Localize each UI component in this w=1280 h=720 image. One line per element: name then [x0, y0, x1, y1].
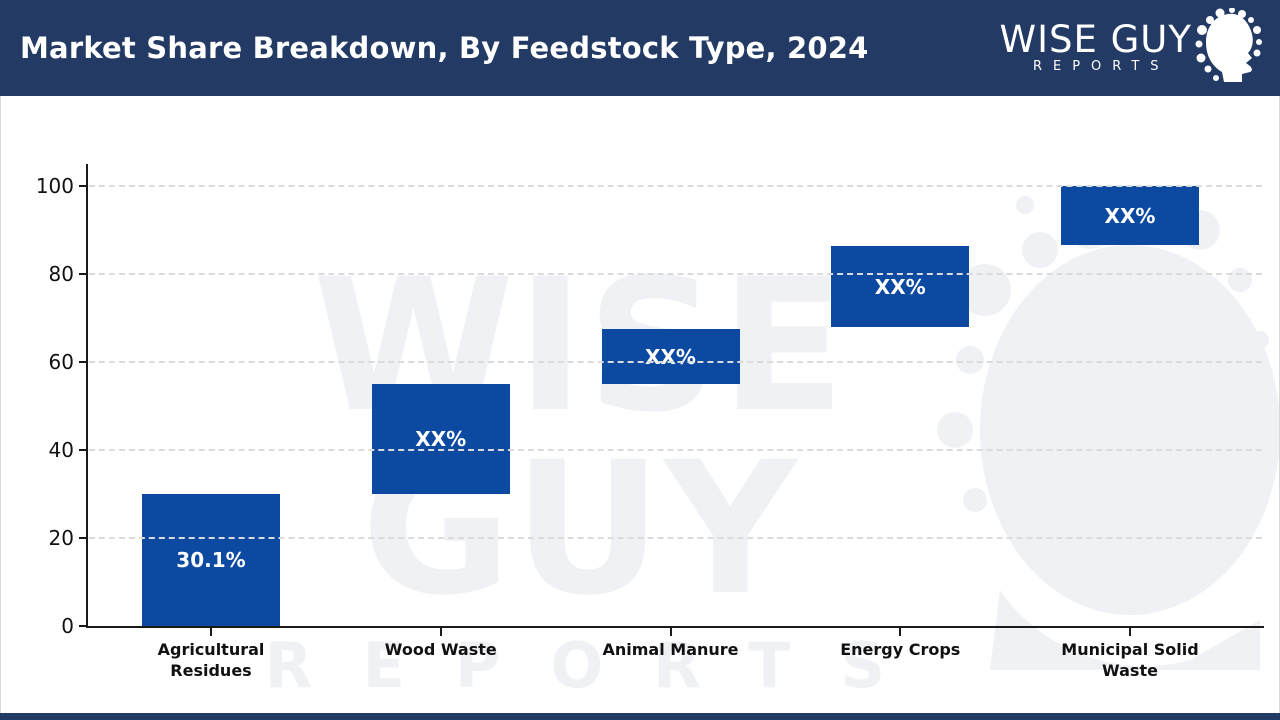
y-tick-mark	[79, 273, 87, 275]
y-tick-mark	[79, 361, 87, 363]
y-tick-label: 40	[48, 438, 74, 462]
x-axis	[86, 626, 1264, 628]
logo-reports: REPORTS	[1032, 59, 1170, 75]
y-tick-label: 20	[48, 526, 74, 550]
bar-value-label: XX%	[645, 344, 696, 369]
y-tick-mark	[79, 537, 87, 539]
gridline	[89, 537, 1262, 539]
x-tick-mark	[210, 628, 212, 636]
bar-value-label: XX%	[874, 274, 926, 299]
bar-energy-crops: XX%	[831, 246, 970, 327]
bar-wood-waste: XX%	[371, 384, 510, 494]
x-tick-mark	[1129, 628, 1131, 636]
bar-value-label: 30.1%	[176, 547, 246, 572]
x-tick-mark	[439, 628, 442, 636]
x-tick-label: Wood Waste	[384, 640, 497, 659]
gridline	[89, 361, 1262, 363]
gridline	[89, 273, 1262, 275]
x-tick-mark	[899, 628, 902, 636]
y-tick-label: 80	[48, 262, 74, 286]
wise-guy-logo: WISE GUY REPORTS	[1000, 6, 1266, 90]
y-tick-mark	[79, 185, 87, 187]
y-tick-label: 100	[35, 174, 74, 198]
y-axis	[86, 164, 88, 628]
y-tick-label: 0	[61, 614, 74, 638]
y-tick-mark	[79, 449, 87, 451]
bar-agricultural-residues: 30.1%	[142, 493, 280, 626]
footer-bar	[0, 713, 1280, 720]
x-tick-label: Agricultural Residues	[157, 640, 265, 680]
bar-value-label: XX%	[415, 426, 467, 451]
page-title: Market Share Breakdown, By Feedstock Typ…	[20, 31, 869, 65]
x-tick-label: Animal Manure	[602, 640, 739, 659]
x-tick-label: Energy Crops	[840, 640, 961, 659]
bar-animal-manure: XX%	[601, 329, 740, 384]
bar-municipal-solid-waste: XX%	[1061, 186, 1199, 246]
y-tick-mark	[79, 625, 87, 627]
header: Market Share Breakdown, By Feedstock Typ…	[0, 0, 1280, 96]
x-tick-mark	[669, 628, 672, 636]
logo-head-icon	[1195, 8, 1262, 82]
logo-wise-guy: WISE GUY	[999, 18, 1192, 62]
logo-text: WISE GUY REPORTS	[1000, 21, 1192, 74]
bar-value-label: XX%	[1104, 203, 1156, 228]
y-tick-label: 60	[48, 350, 74, 374]
x-tick-label: Municipal Solid Waste	[1061, 640, 1199, 680]
gridline	[89, 185, 1262, 187]
gridline	[89, 449, 1262, 451]
